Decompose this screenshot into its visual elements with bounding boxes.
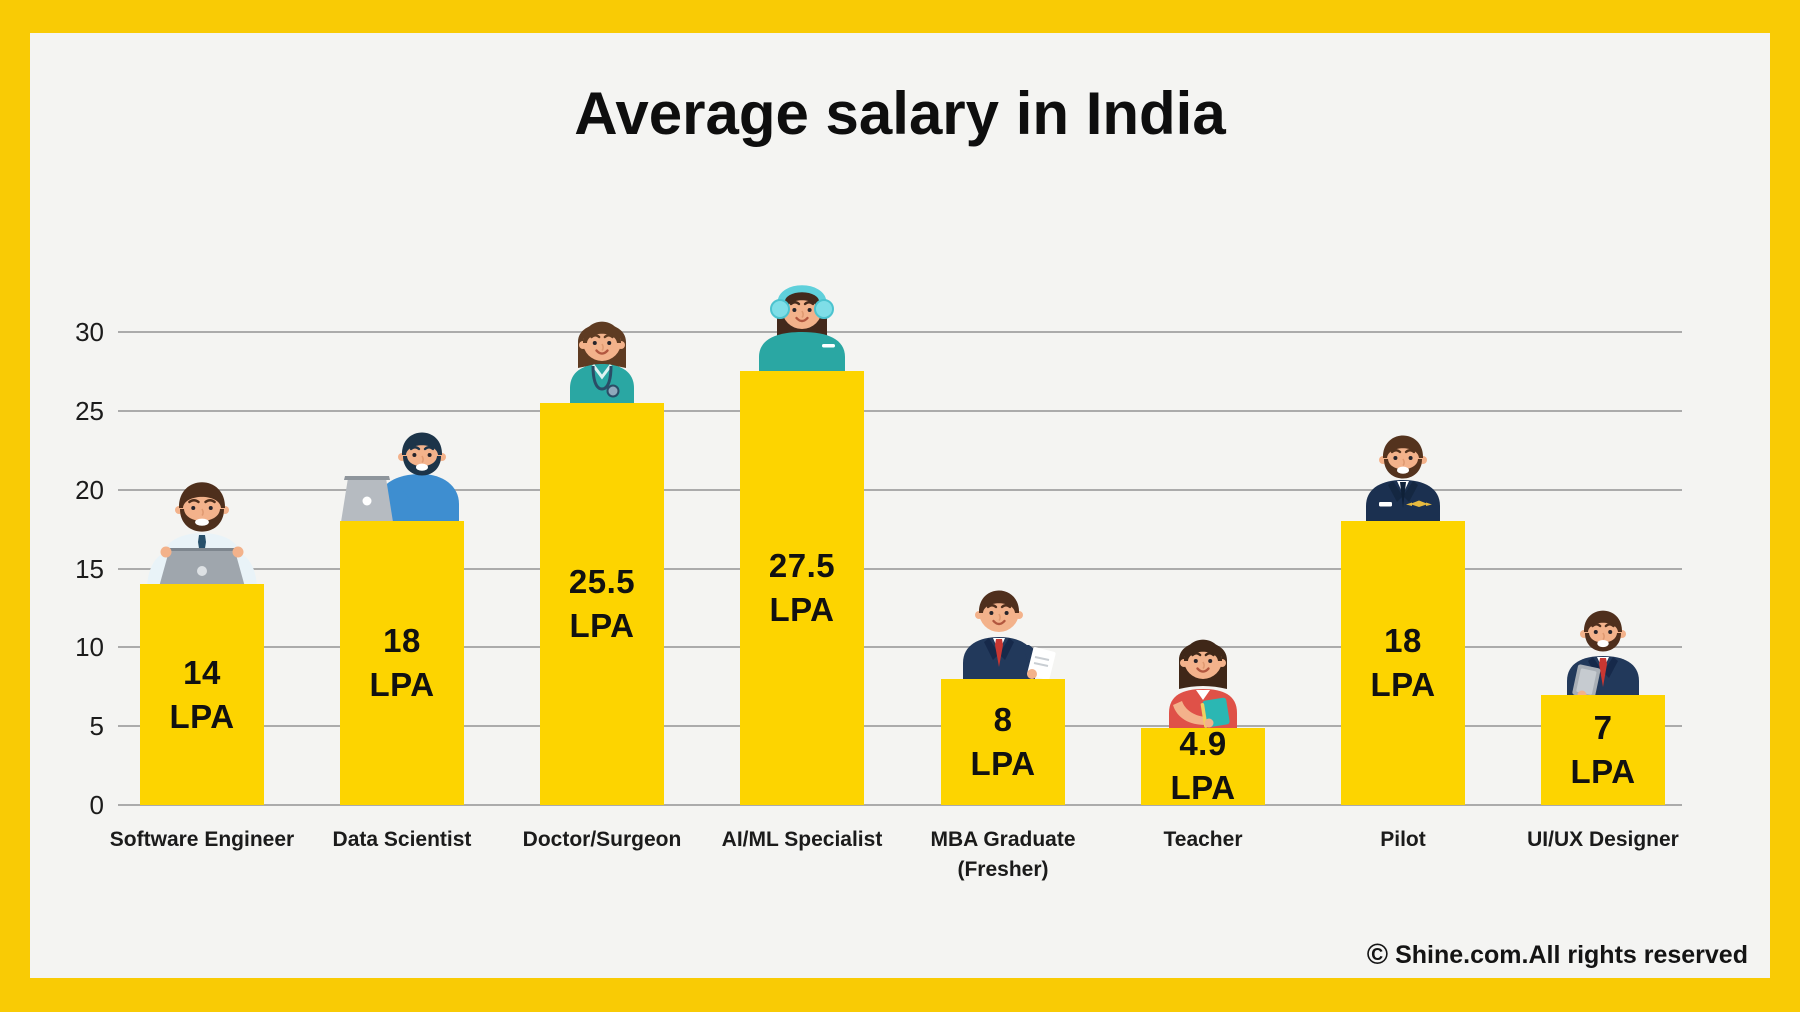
- copyright-text: Shine.com.All rights reserved: [1395, 941, 1748, 969]
- bar-data-scientist: 18 LPA: [340, 521, 464, 805]
- category-label-pilot: Pilot: [1380, 828, 1426, 851]
- bar-value-label: 25.5 LPA: [568, 562, 636, 644]
- y-axis-label-20: 20: [75, 474, 104, 505]
- gridline-0: [118, 804, 1682, 806]
- chart-panel: Average salary in India 0 5 10 15 20 25 30 14 L…: [30, 33, 1770, 978]
- category-label-software-engineer: Software Engineer: [109, 828, 295, 851]
- bar-ui-ux-designer: 7 LPA: [1541, 694, 1665, 805]
- chart-title: Average salary in India: [574, 80, 1226, 147]
- pilot-illustration: [1346, 426, 1461, 525]
- gridline-20: [118, 488, 1682, 491]
- bar-ai-ml-specialist: 27.5 LPA: [740, 371, 864, 805]
- gridline-30: [118, 331, 1682, 333]
- data-scientist-illustration: [327, 416, 477, 525]
- bar-value-label: 18 LPA: [369, 622, 435, 704]
- category-label-ai-ml-specialist: AI/ML Specialist: [721, 828, 883, 851]
- bar-value-label: 7 LPA: [1570, 708, 1636, 790]
- gridline-10: [118, 646, 1682, 649]
- category-label-teacher: Teacher: [1163, 828, 1243, 851]
- bar-pilot: 18 LPA: [1341, 521, 1465, 805]
- software-engineer-illustration: [127, 457, 277, 588]
- bar-value-label: 4.9 LPA: [1170, 725, 1236, 807]
- y-axis-label-0: 0: [89, 790, 104, 820]
- teacher-illustration: [1151, 631, 1256, 731]
- bar-mba-graduate: 8 LPA: [941, 678, 1065, 805]
- y-axis-label-15: 15: [75, 553, 104, 584]
- bar-doctor-surgeon: 25.5 LPA: [540, 402, 664, 805]
- bar-teacher: 4.9 LPA: [1141, 725, 1265, 806]
- doctor-surgeon-illustration: [552, 314, 652, 406]
- mba-graduate-illustration: [943, 577, 1063, 682]
- gridline-25: [118, 409, 1682, 412]
- category-label-ui-ux-designer: UI/UX Designer: [1527, 828, 1679, 851]
- y-axis-label-30: 30: [75, 317, 104, 347]
- bar-value-label: 18 LPA: [1370, 622, 1436, 704]
- category-label-doctor-surgeon: Doctor/Surgeon: [522, 828, 682, 851]
- copyright: © Shine.com.All rights reserved: [1367, 939, 1748, 972]
- gridline-5: [118, 725, 1682, 728]
- category-label-data-scientist: Data Scientist: [332, 828, 472, 851]
- bar-value-label: 8 LPA: [970, 700, 1036, 782]
- category-label-mba-graduate: MBA Graduate (Fresher): [930, 828, 1076, 881]
- y-axis-label-25: 25: [75, 395, 104, 426]
- y-axis-label-5: 5: [89, 711, 104, 742]
- bar-value-label: 27.5 LPA: [768, 547, 836, 629]
- plot-area: 0 5 10 15 20 25 30 14 LPA Software Engineer 18 LP…: [30, 285, 1770, 881]
- bar-value-label: 14 LPA: [169, 653, 235, 735]
- y-axis-label-10: 10: [75, 632, 104, 663]
- gridline-15: [118, 567, 1682, 570]
- ai-ml-specialist-illustration: [745, 279, 860, 375]
- bar-software-engineer: 14 LPA: [140, 584, 264, 805]
- ui-ux-designer-illustration: [1551, 603, 1656, 700]
- copyright-icon: ©: [1366, 939, 1389, 971]
